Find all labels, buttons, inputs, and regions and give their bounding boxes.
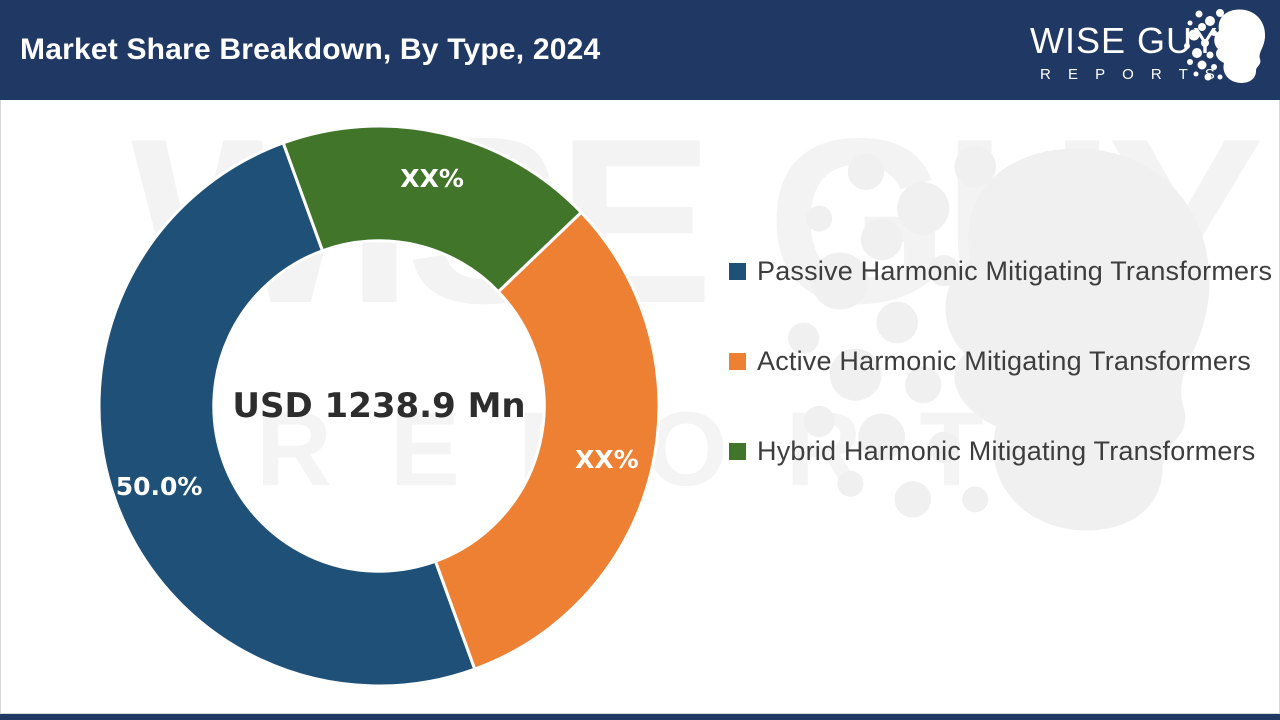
donut-chart: 50.0% XX% XX% xyxy=(97,124,661,688)
legend-swatch-icon xyxy=(729,352,746,370)
wise-guy-logo: WISE GUY R E P O R T S xyxy=(1024,5,1272,96)
legend-item-1[interactable]: Passive Harmonic Mitigating Transformers xyxy=(729,254,1272,288)
chart-area: WISE GUY REPORTS 50.0% XX% XX% USD 1238.9 … xyxy=(0,100,1280,713)
legend-label: Passive Harmonic Mitigating Transformers xyxy=(757,255,1273,286)
legend-swatch-icon xyxy=(729,262,746,280)
slice-value-label-2: XX% xyxy=(575,445,639,474)
face-profile-icon xyxy=(1184,8,1266,83)
header-bar: Market Share Breakdown, By Type, 2024 WI… xyxy=(0,0,1280,100)
slice-value-label-1: 50.0% xyxy=(116,472,203,501)
legend-item-3[interactable]: Hybrid Harmonic Mitigating Transformers xyxy=(729,434,1272,468)
donut-slice-1[interactable] xyxy=(97,141,477,688)
legend-label: Hybrid Harmonic Mitigating Transformers xyxy=(757,435,1256,466)
footer-bar xyxy=(0,714,1280,720)
donut-center-label: USD 1238.9 Mn xyxy=(232,386,526,426)
slice-value-label-3: XX% xyxy=(400,164,464,193)
legend-label: Active Harmonic Mitigating Transformers xyxy=(757,345,1251,376)
legend: Passive Harmonic Mitigating Transformers… xyxy=(729,254,1272,524)
logo-wordmark: WISE GUY xyxy=(1030,20,1218,61)
logo-subtitle: R E P O R T S xyxy=(1040,66,1221,83)
legend-item-2[interactable]: Active Harmonic Mitigating Transformers xyxy=(729,344,1272,378)
page-title: Market Share Breakdown, By Type, 2024 xyxy=(20,33,601,66)
donut-slice-2[interactable] xyxy=(434,210,661,671)
bottom-divider xyxy=(0,713,1280,714)
legend-swatch-icon xyxy=(729,442,746,460)
wise-guy-logo-graphic: WISE GUY R E P O R T S xyxy=(1030,8,1266,83)
donut-slice-3[interactable] xyxy=(281,124,583,294)
